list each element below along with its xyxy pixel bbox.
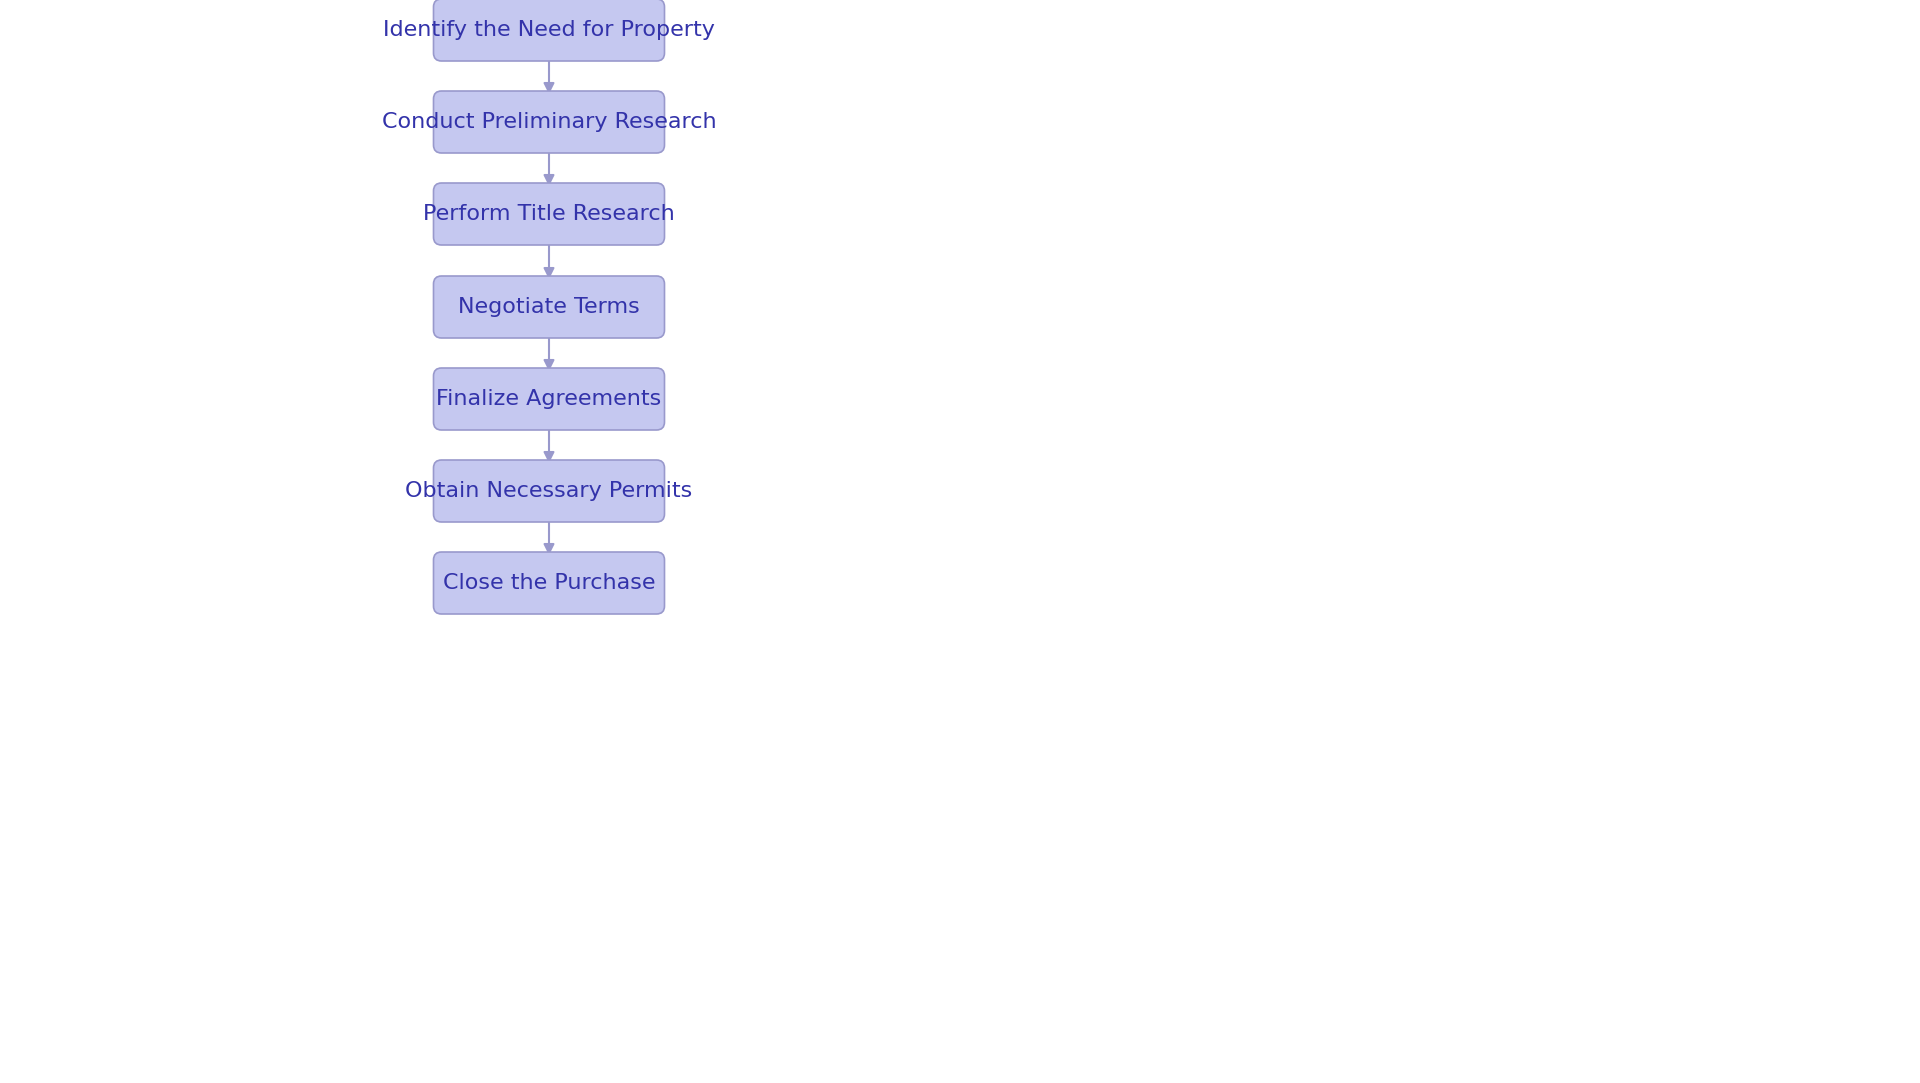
Text: Negotiate Terms: Negotiate Terms (459, 297, 639, 317)
FancyBboxPatch shape (434, 183, 664, 245)
FancyBboxPatch shape (434, 460, 664, 522)
Text: Finalize Agreements: Finalize Agreements (436, 389, 662, 409)
FancyBboxPatch shape (434, 276, 664, 338)
FancyBboxPatch shape (434, 552, 664, 614)
FancyBboxPatch shape (434, 0, 664, 61)
FancyBboxPatch shape (434, 368, 664, 430)
Text: Close the Purchase: Close the Purchase (444, 573, 655, 593)
Text: Perform Title Research: Perform Title Research (422, 204, 674, 224)
Text: Obtain Necessary Permits: Obtain Necessary Permits (405, 481, 693, 501)
Text: Identify the Need for Property: Identify the Need for Property (384, 19, 714, 40)
FancyBboxPatch shape (434, 91, 664, 153)
Text: Conduct Preliminary Research: Conduct Preliminary Research (382, 112, 716, 132)
